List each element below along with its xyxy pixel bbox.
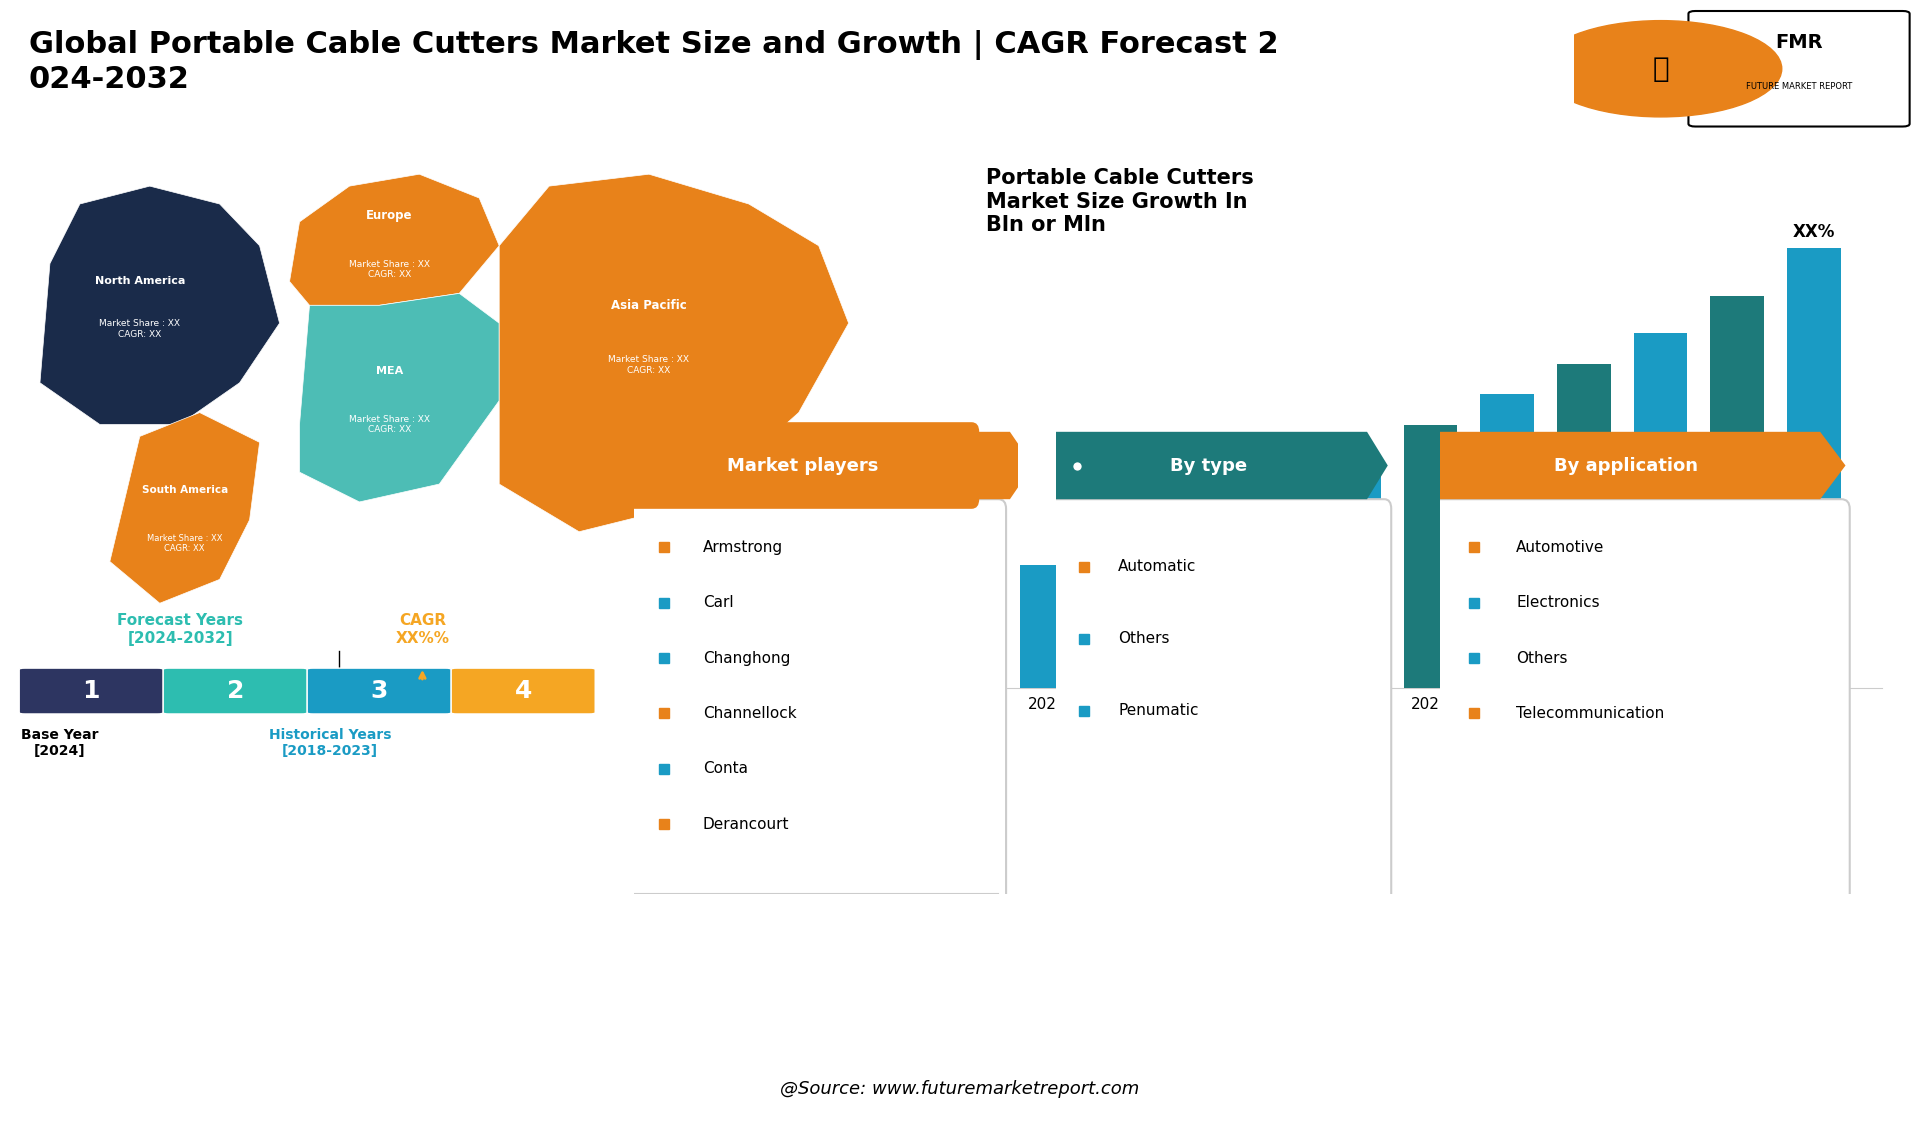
Text: FUTURE MARKET REPORT: FUTURE MARKET REPORT: [1745, 83, 1853, 92]
Text: 🏃: 🏃: [1653, 55, 1668, 83]
Text: Others: Others: [1117, 631, 1169, 646]
Text: Derancourt: Derancourt: [703, 817, 789, 832]
Bar: [1096, 523, 1150, 688]
Bar: [1634, 333, 1688, 688]
Text: Telecommunication: Telecommunication: [1517, 706, 1665, 721]
Bar: [1788, 248, 1841, 688]
Text: Channellock: Channellock: [703, 706, 797, 721]
Text: 4: 4: [515, 680, 532, 702]
FancyBboxPatch shape: [451, 668, 595, 714]
Text: Automatic: Automatic: [1117, 559, 1196, 574]
Bar: [1480, 394, 1534, 688]
Text: XX%: XX%: [1102, 499, 1144, 517]
Text: Market players: Market players: [728, 456, 877, 474]
Text: @Source: www.futuremarketreport.com: @Source: www.futuremarketreport.com: [780, 1080, 1140, 1098]
Bar: [1327, 455, 1380, 688]
FancyBboxPatch shape: [626, 500, 1006, 903]
Polygon shape: [499, 174, 849, 532]
Text: Others: Others: [1517, 651, 1567, 666]
Text: Carl: Carl: [703, 595, 733, 610]
Bar: [1173, 504, 1227, 688]
Text: Forecast Years
[2024-2032]: Forecast Years [2024-2032]: [117, 613, 244, 645]
Text: Conta: Conta: [703, 761, 747, 776]
Text: Global Portable Cable Cutters Market Size and Growth | CAGR Forecast 2
024-2032: Global Portable Cable Cutters Market Siz…: [29, 30, 1279, 94]
FancyBboxPatch shape: [626, 422, 979, 509]
FancyBboxPatch shape: [1688, 11, 1910, 126]
Text: Europe: Europe: [367, 210, 413, 222]
FancyBboxPatch shape: [307, 668, 451, 714]
Text: Historical Years
[2018-2023]: Historical Years [2018-2023]: [269, 728, 392, 758]
Circle shape: [1540, 21, 1782, 117]
Text: Base Year
[2024]: Base Year [2024]: [21, 728, 98, 758]
FancyArrow shape: [1440, 432, 1845, 500]
Text: Asia Pacific: Asia Pacific: [611, 299, 687, 312]
Text: 3: 3: [371, 680, 388, 702]
Bar: [1557, 363, 1611, 688]
Polygon shape: [40, 186, 280, 424]
Text: 2: 2: [227, 680, 244, 702]
Text: XX%: XX%: [1793, 223, 1836, 242]
Text: By application: By application: [1553, 456, 1697, 474]
Text: Market Share : XX
CAGR: XX: Market Share : XX CAGR: XX: [609, 355, 689, 375]
Polygon shape: [290, 174, 499, 305]
Polygon shape: [649, 532, 799, 639]
Text: Armstrong: Armstrong: [703, 540, 783, 555]
Text: Market Share : XX
CAGR: XX: Market Share : XX CAGR: XX: [100, 320, 180, 339]
Text: Market Share : XX
CAGR: XX: Market Share : XX CAGR: XX: [349, 260, 430, 280]
Text: Portable Cable Cutters
Market Size Growth In
Bln or Mln: Portable Cable Cutters Market Size Growt…: [985, 168, 1254, 235]
Text: By type: By type: [1169, 456, 1246, 474]
Text: Market Share : XX
CAGR: XX: Market Share : XX CAGR: XX: [349, 415, 430, 434]
Polygon shape: [300, 293, 499, 502]
FancyArrow shape: [1056, 432, 1388, 500]
FancyBboxPatch shape: [1432, 500, 1849, 903]
Bar: [1250, 480, 1304, 688]
FancyArrow shape: [948, 432, 1033, 500]
Bar: [1020, 565, 1073, 688]
Text: FMR: FMR: [1776, 33, 1822, 52]
FancyBboxPatch shape: [19, 668, 163, 714]
Text: 1: 1: [83, 680, 100, 702]
Text: Electronics: Electronics: [1517, 595, 1599, 610]
Text: Automotive: Automotive: [1517, 540, 1605, 555]
Text: Penumatic: Penumatic: [1117, 704, 1198, 719]
Bar: [1711, 297, 1764, 688]
Text: MEA: MEA: [376, 366, 403, 376]
Bar: [1404, 425, 1457, 688]
Polygon shape: [109, 413, 259, 603]
Text: Market Share : XX
CAGR: XX: Market Share : XX CAGR: XX: [148, 534, 223, 554]
Text: South America: South America: [142, 485, 228, 495]
FancyBboxPatch shape: [1048, 500, 1392, 903]
Text: Changhong: Changhong: [703, 651, 791, 666]
Text: North America: North America: [94, 276, 184, 286]
Text: CAGR
XX%%: CAGR XX%%: [396, 613, 449, 645]
FancyBboxPatch shape: [163, 668, 307, 714]
